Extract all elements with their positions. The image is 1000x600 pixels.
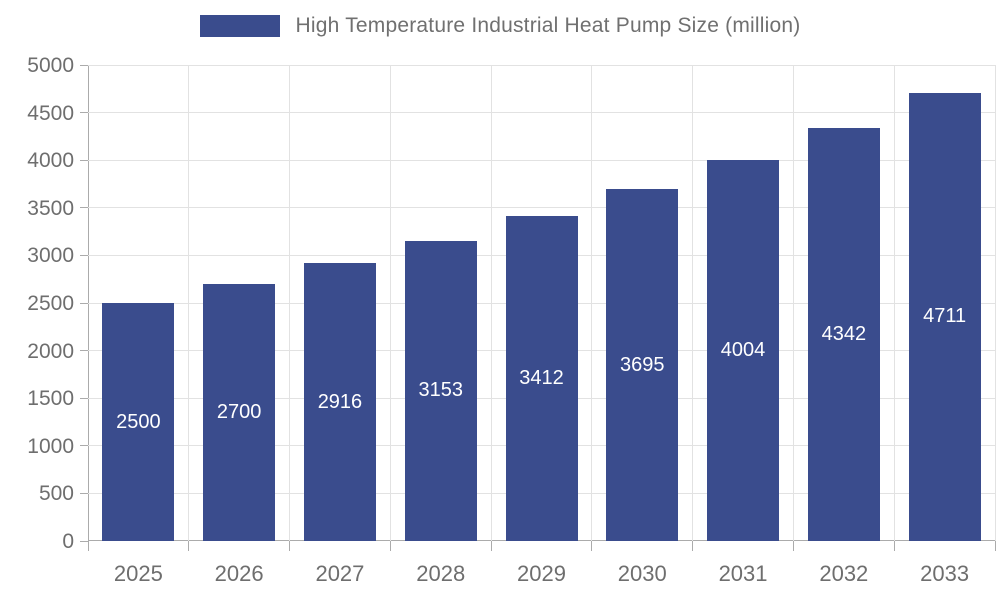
bar-value-label: 4004 (720, 338, 766, 361)
legend-swatch (199, 15, 280, 37)
gridline-vertical (692, 65, 694, 541)
bar-2025[interactable]: 2500 (102, 303, 175, 541)
y-axis-tick (80, 492, 88, 494)
gridline-vertical (289, 65, 291, 541)
gridline-vertical (389, 65, 391, 541)
bar-2027[interactable]: 2916 (303, 263, 376, 541)
gridline-vertical (591, 65, 593, 541)
gridline-vertical (188, 65, 190, 541)
gridline-horizontal (88, 159, 995, 161)
y-axis-tick-label: 5000 (27, 54, 74, 77)
gridline-horizontal (88, 64, 995, 66)
x-axis-tick (792, 541, 794, 551)
y-axis-tick (80, 302, 88, 304)
bar-value-label: 2916 (317, 390, 363, 413)
y-axis-tick-label: 3000 (27, 244, 74, 268)
y-axis-tick-label: 1000 (27, 434, 74, 458)
y-axis-tick (80, 445, 88, 447)
x-axis-label-2029: 2029 (517, 561, 566, 586)
x-axis-tick (389, 541, 391, 551)
gridline-horizontal (88, 112, 995, 114)
bar-value-label: 3153 (418, 379, 463, 402)
gridline-vertical (490, 65, 492, 541)
x-axis-label-2028: 2028 (416, 561, 466, 586)
y-axis-tick (80, 207, 88, 209)
x-axis-tick (591, 541, 593, 551)
y-axis-tick-label: 0 (62, 530, 74, 553)
x-axis-label-2033: 2033 (920, 561, 970, 586)
bar-2033[interactable]: 4711 (908, 92, 981, 541)
x-axis-tick (188, 541, 190, 551)
gridline-vertical (792, 65, 794, 541)
y-axis-tick (80, 397, 88, 399)
bar-2030[interactable]: 3695 (606, 189, 679, 541)
bar-value-label: 2700 (216, 400, 262, 423)
plot-area: 2500 2700 2916 3153 3412 3695 4004 4342 4711 (88, 64, 996, 541)
y-axis-tick-label: 4500 (27, 101, 74, 125)
x-axis-tick (994, 541, 996, 551)
x-axis-label-2030: 2030 (617, 561, 667, 586)
y-axis-tick-label: 4000 (27, 149, 74, 173)
x-axis-tick (289, 541, 291, 551)
gridline-vertical (994, 65, 996, 541)
bar-value-label: 2500 (116, 410, 161, 433)
y-axis-tick-label: 500 (38, 482, 74, 506)
gridline-vertical (893, 65, 895, 541)
x-axis-label-2032: 2032 (819, 561, 869, 586)
y-axis-tick-label: 2000 (27, 339, 74, 363)
y-axis-tick (80, 159, 88, 161)
bar-2028[interactable]: 3153 (404, 240, 477, 541)
bar-value-label: 4342 (821, 322, 867, 345)
y-axis-tick (80, 254, 88, 256)
legend-label: High Temperature Industrial Heat Pump Si… (295, 14, 801, 37)
y-axis-tick-label: 3500 (27, 196, 74, 220)
y-axis-tick (80, 112, 88, 114)
x-axis-tick (692, 541, 694, 551)
bar-value-label: 3695 (620, 353, 665, 376)
gridline-horizontal (88, 207, 995, 209)
bar-value-label: 3412 (519, 367, 564, 390)
bar-2032[interactable]: 4342 (807, 127, 880, 541)
bar-value-label: 4711 (923, 305, 967, 328)
bar-2029[interactable]: 3412 (505, 216, 578, 541)
chart-legend[interactable]: High Temperature Industrial Heat Pump Si… (0, 14, 1000, 38)
bar-2031[interactable]: 4004 (707, 159, 780, 541)
x-axis-label-2027: 2027 (315, 561, 365, 586)
bar-2026[interactable]: 2700 (203, 283, 276, 541)
x-axis-label-2031: 2031 (718, 561, 768, 586)
y-axis-tick-label: 2500 (27, 292, 74, 315)
y-axis-tick (80, 350, 88, 352)
x-axis-tick (87, 541, 89, 551)
x-axis-tick (490, 541, 492, 551)
x-axis-tick (893, 541, 895, 551)
y-axis-tick (80, 540, 88, 542)
y-axis-tick (80, 64, 88, 66)
x-axis-label-2025: 2025 (113, 561, 163, 586)
y-axis-tick-label: 1500 (27, 387, 74, 411)
x-axis-label-2026: 2026 (214, 561, 264, 586)
